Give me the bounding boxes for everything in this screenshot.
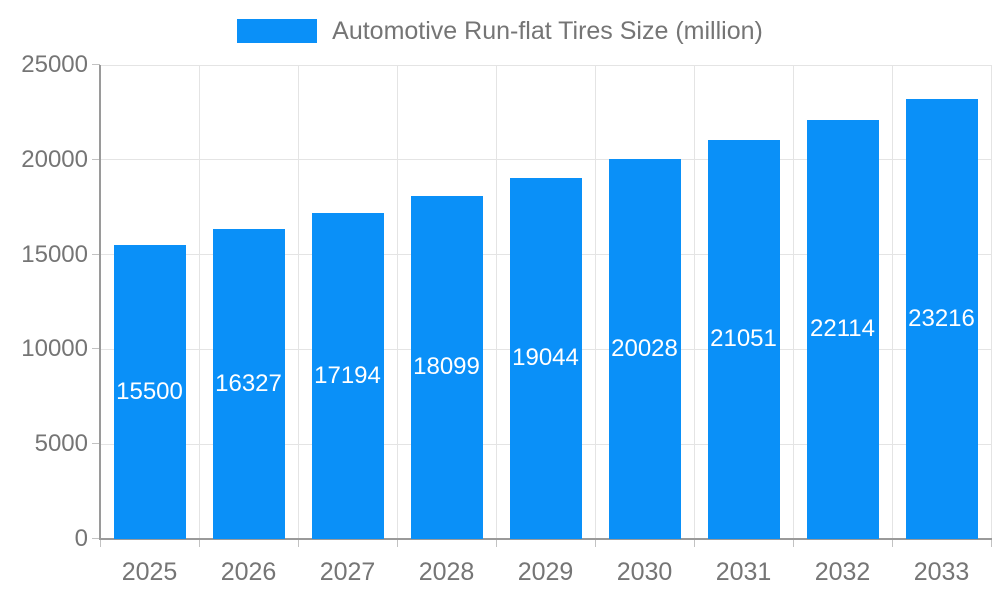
bar[interactable]	[806, 119, 879, 539]
y-tick-mark	[92, 253, 100, 255]
y-tick-label: 10000	[21, 335, 88, 363]
x-tick-mark	[495, 539, 497, 547]
x-axis-line	[99, 538, 992, 540]
bar-value-label: 20028	[611, 335, 678, 363]
x-gridline	[891, 65, 893, 539]
x-gridline	[396, 65, 398, 539]
x-tick-label: 2031	[715, 558, 772, 586]
x-gridline	[693, 65, 695, 539]
y-tick-mark	[92, 538, 100, 539]
legend[interactable]: Automotive Run-flat Tires Size (million)	[0, 16, 1000, 46]
bar[interactable]	[509, 177, 582, 539]
x-tick-label: 2027	[319, 558, 376, 586]
y-gridline	[100, 64, 991, 66]
y-tick-label: 25000	[21, 51, 88, 78]
bar-value-label: 19044	[512, 344, 579, 372]
x-gridline	[297, 65, 299, 539]
x-tick-mark	[297, 539, 299, 547]
y-tick-mark	[92, 158, 100, 160]
x-tick-label: 2028	[418, 558, 475, 586]
y-tick-label: 20000	[21, 145, 88, 173]
x-tick-mark	[99, 539, 101, 547]
y-axis-line	[99, 65, 101, 540]
x-gridline	[495, 65, 497, 539]
y-tick-label: 15000	[21, 240, 88, 268]
bar[interactable]	[707, 139, 780, 539]
bar-value-label: 23216	[908, 304, 975, 332]
y-tick-label: 5000	[34, 430, 88, 458]
bar-value-label: 17194	[314, 362, 381, 389]
x-tick-mark	[693, 539, 695, 547]
bar[interactable]	[905, 98, 978, 539]
bar-value-label: 15500	[116, 378, 183, 406]
y-tick-mark	[92, 443, 100, 445]
bar-value-label: 22114	[810, 315, 875, 343]
bar[interactable]	[212, 229, 285, 539]
x-tick-mark	[990, 539, 992, 547]
x-tick-mark	[198, 539, 200, 547]
bar[interactable]	[113, 245, 186, 539]
legend-label: Automotive Run-flat Tires Size (million)	[332, 16, 763, 45]
bar[interactable]	[410, 195, 483, 539]
x-gridline	[990, 65, 992, 539]
x-gridline	[792, 65, 794, 539]
x-tick-mark	[594, 539, 596, 547]
y-tick-mark	[92, 348, 100, 350]
y-tick-mark	[92, 64, 100, 65]
x-tick-label: 2033	[913, 558, 970, 586]
x-tick-mark	[396, 539, 398, 547]
x-gridline	[594, 65, 596, 539]
x-tick-label: 2030	[616, 558, 673, 586]
x-tick-label: 2025	[121, 558, 178, 586]
bar-value-label: 21051	[710, 325, 777, 353]
x-gridline	[198, 65, 200, 539]
x-tick-mark	[891, 539, 893, 547]
x-tick-label: 2026	[220, 558, 277, 586]
legend-swatch	[237, 19, 318, 43]
x-tick-label: 2032	[814, 558, 871, 586]
bar-value-label: 18099	[413, 353, 480, 381]
y-gridline	[100, 159, 991, 161]
x-tick-mark	[792, 539, 794, 547]
bar-value-label: 16327	[215, 370, 282, 398]
x-tick-label: 2029	[517, 558, 574, 586]
bar[interactable]	[608, 159, 681, 539]
bar[interactable]	[311, 213, 384, 539]
y-tick-label: 0	[74, 525, 88, 552]
